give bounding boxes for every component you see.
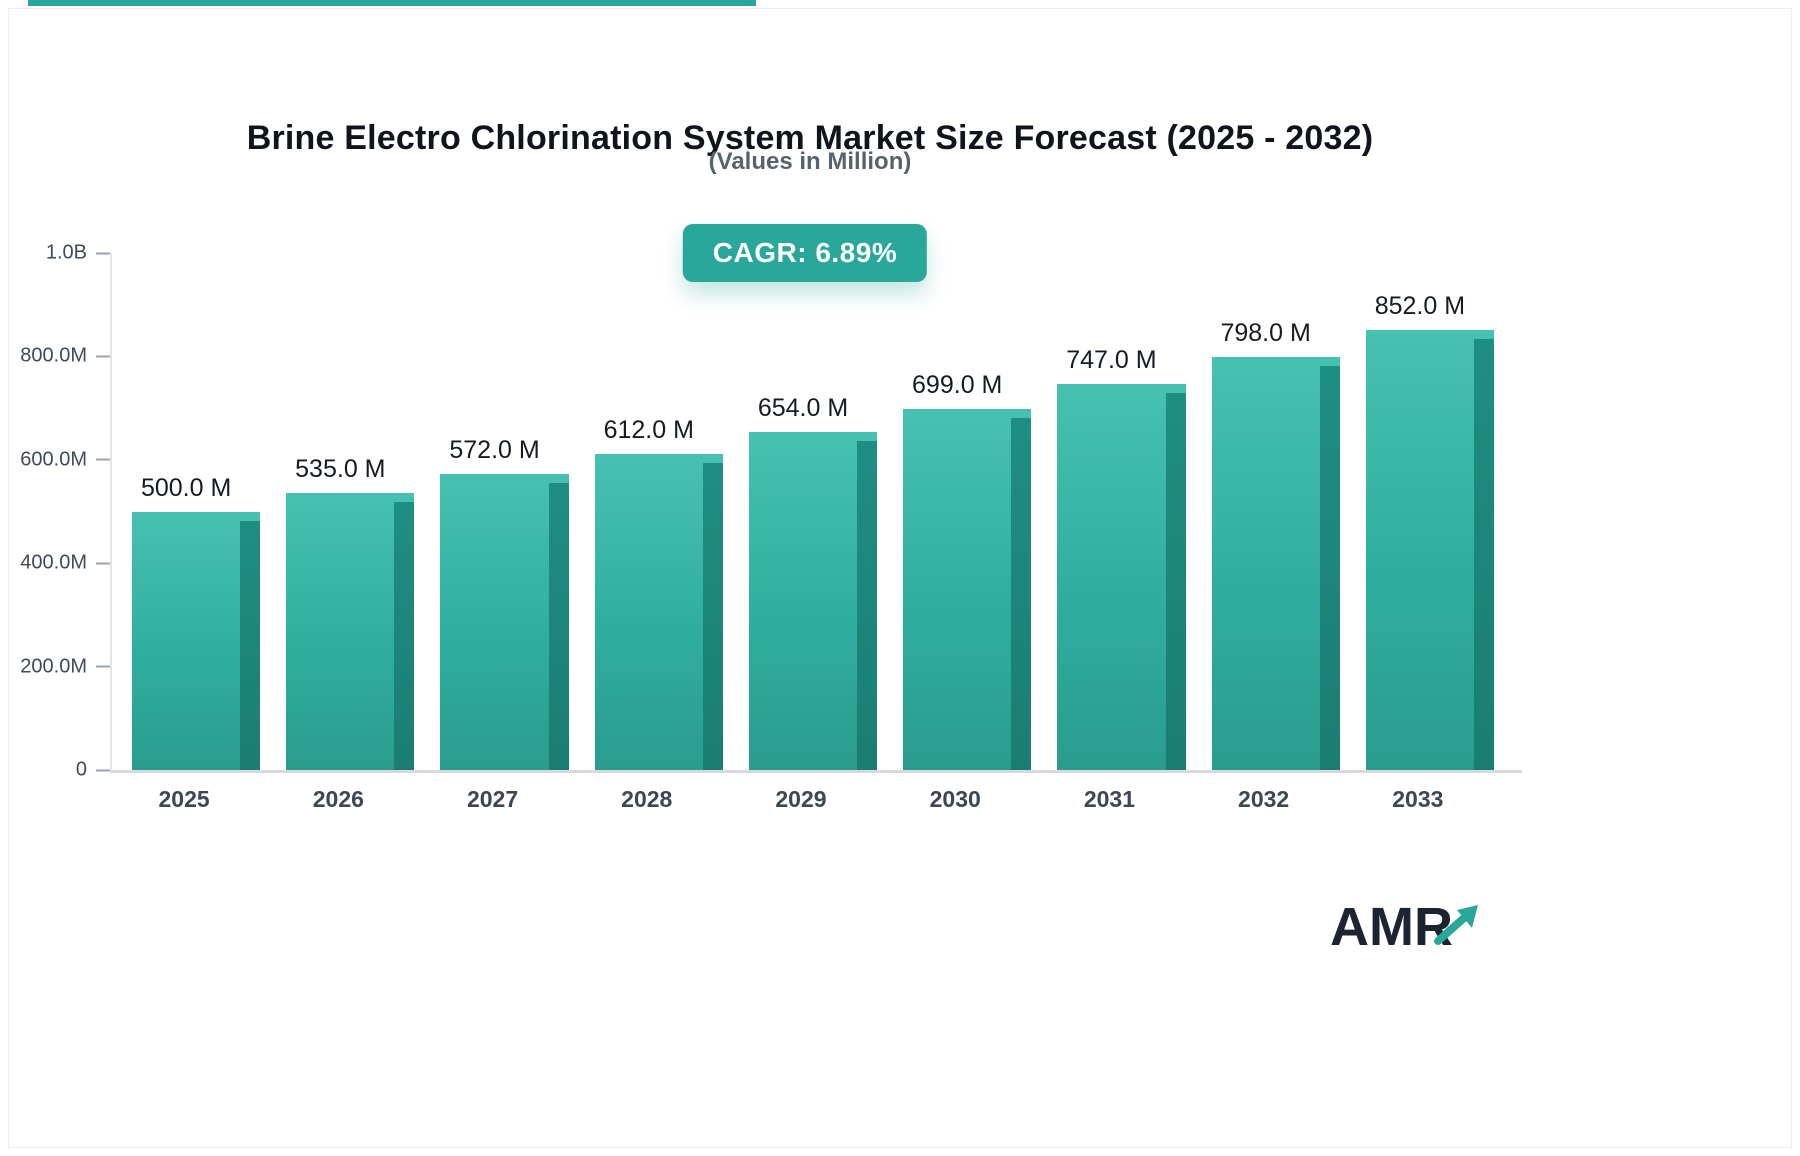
chart-subtitle: (Values in Million) bbox=[708, 148, 912, 175]
y-tick-label: 800.0M bbox=[20, 344, 87, 367]
bar-2030 bbox=[903, 408, 1032, 770]
bars: 500.0 M 535.0 M 572.0 M 612.0 M 654.0 M 699.0… bbox=[112, 253, 1522, 770]
trend-up-arrow-icon bbox=[1433, 902, 1481, 957]
bar-side-shade bbox=[1011, 417, 1032, 770]
x-axis-label-2033: 2033 bbox=[1392, 786, 1444, 812]
bar-value-label: 798.0 M bbox=[1220, 319, 1311, 348]
y-tick-label: 600.0M bbox=[20, 448, 87, 471]
y-tick: 200.0M bbox=[20, 655, 110, 678]
bar-2025 bbox=[132, 511, 261, 770]
bar-group-2025: 500.0 M bbox=[132, 253, 261, 770]
bar-group-2028: 612.0 M bbox=[594, 253, 723, 770]
bar-2029 bbox=[748, 431, 878, 770]
bar-group-2033: 852.0 M bbox=[1365, 253, 1494, 770]
bar-2033 bbox=[1365, 329, 1494, 770]
plot-area: 500.0 M 535.0 M 572.0 M 612.0 M 654.0 M 699.0… bbox=[110, 253, 1522, 773]
bar-value-label: 535.0 M bbox=[295, 455, 386, 484]
bar-group-2031: 747.0 M bbox=[1057, 253, 1186, 770]
bar-group-2030: 699.0 M bbox=[903, 253, 1032, 770]
y-axis: 1.0B 800.0M 600.0M 400.0M 200.0M 0 bbox=[0, 242, 110, 781]
bar-value-label: 572.0 M bbox=[449, 436, 540, 465]
bar-side-shade bbox=[1473, 338, 1494, 770]
bar-group-2029: 654.0 M bbox=[748, 253, 878, 770]
x-axis-label-2025: 2025 bbox=[158, 786, 210, 812]
bar-value-label: 852.0 M bbox=[1374, 291, 1466, 320]
bar-2026 bbox=[286, 493, 415, 770]
bar-2028 bbox=[594, 453, 723, 770]
bar-value-label: 612.0 M bbox=[603, 415, 694, 444]
top-accent-bar bbox=[28, 0, 756, 6]
bar-side-shade bbox=[1165, 392, 1186, 770]
bar-value-label: 654.0 M bbox=[757, 393, 849, 422]
y-tick: 0 bbox=[76, 759, 110, 782]
bar-2027 bbox=[440, 474, 569, 770]
bar-value-label: 500.0 M bbox=[140, 473, 232, 502]
y-tick-dash bbox=[96, 769, 110, 771]
bar-side-shade bbox=[394, 502, 415, 770]
bar-side-shade bbox=[548, 483, 569, 770]
bar-side-shade bbox=[240, 520, 261, 770]
y-tick-label: 200.0M bbox=[20, 655, 87, 678]
bar-group-2026: 535.0 M bbox=[286, 253, 415, 770]
x-axis-labels: 2025 2026 2027 2028 2029 2030 2031 2032 2033 bbox=[110, 786, 1520, 813]
bar-group-2027: 572.0 M bbox=[440, 253, 569, 770]
y-tick-label: 1.0B bbox=[45, 241, 87, 264]
x-axis-label-2032: 2032 bbox=[1238, 786, 1290, 812]
chart-title: Brine Electro Chlorination System Market… bbox=[246, 118, 1374, 157]
x-axis-label-2031: 2031 bbox=[1083, 786, 1135, 812]
cagr-badge: CAGR: 6.89% bbox=[682, 224, 928, 282]
y-tick: 600.0M bbox=[20, 448, 110, 471]
x-axis-label-2029: 2029 bbox=[775, 786, 827, 812]
x-axis-label-2027: 2027 bbox=[466, 786, 519, 812]
bar-side-shade bbox=[1319, 366, 1340, 770]
bar-value-label: 699.0 M bbox=[912, 370, 1003, 399]
y-tick-dash bbox=[96, 458, 110, 461]
y-tick-label: 400.0M bbox=[20, 551, 87, 574]
logo-text: AMR bbox=[1330, 897, 1453, 957]
brand-logo: AMR bbox=[1330, 900, 1481, 957]
bar-2031 bbox=[1057, 383, 1186, 770]
bar-value-label: 747.0 M bbox=[1066, 345, 1157, 374]
y-tick-dash bbox=[96, 252, 110, 254]
bar-2032 bbox=[1211, 357, 1340, 770]
bar-group-2032: 798.0 M bbox=[1211, 253, 1340, 770]
y-tick-dash bbox=[96, 355, 110, 358]
bar-side-shade bbox=[702, 462, 723, 770]
x-axis-label-2028: 2028 bbox=[621, 786, 673, 812]
y-tick: 1.0B bbox=[46, 242, 110, 265]
x-axis-label-2030: 2030 bbox=[929, 786, 981, 812]
y-tick: 800.0M bbox=[20, 345, 110, 368]
x-axis-label-2026: 2026 bbox=[312, 786, 364, 812]
bar-side-shade bbox=[857, 440, 878, 770]
y-tick-label: 0 bbox=[75, 758, 87, 781]
y-tick-dash bbox=[96, 665, 110, 668]
y-tick-dash bbox=[96, 562, 110, 565]
y-tick: 400.0M bbox=[20, 552, 110, 575]
